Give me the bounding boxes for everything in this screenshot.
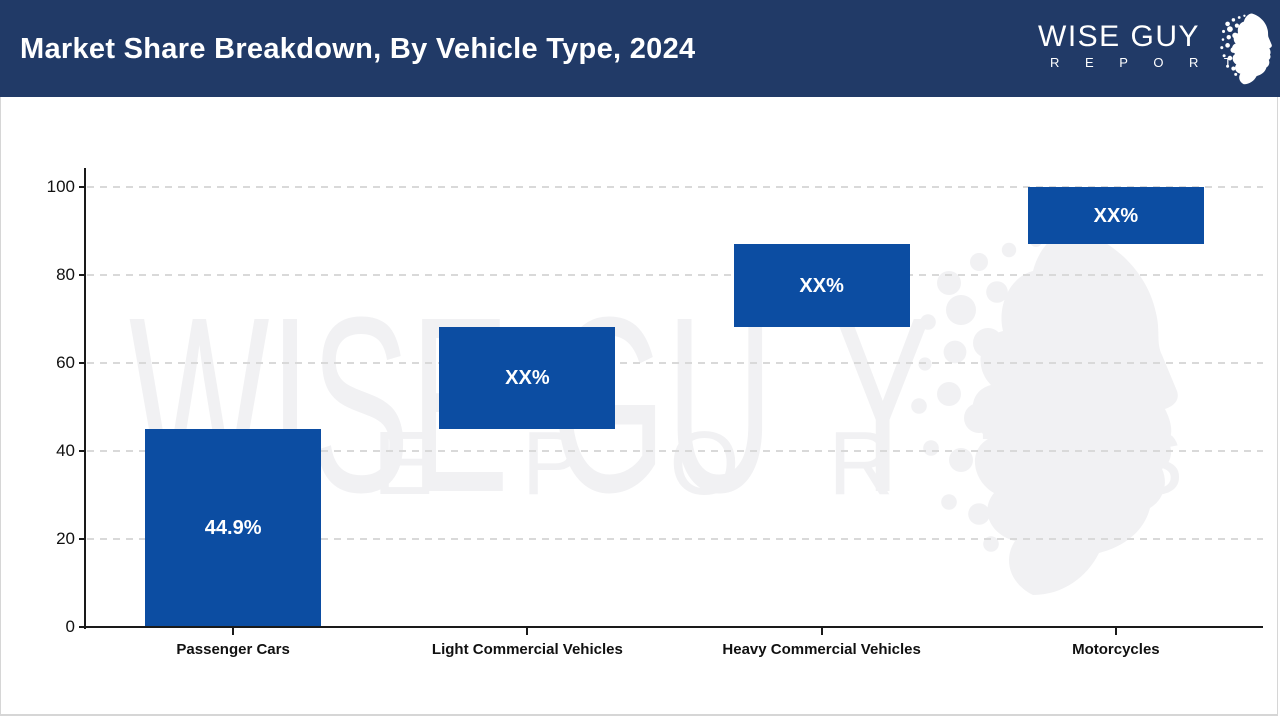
x-category-label: Motorcycles [1072, 641, 1160, 658]
bar-value-label: XX% [1093, 204, 1139, 227]
header-banner: Market Share Breakdown, By Vehicle Type,… [0, 0, 1280, 97]
bar-motorcycles [1027, 187, 1204, 245]
gridline-20 [87, 538, 1263, 540]
bar-value-label: XX% [505, 367, 550, 390]
bar-value-label: XX% [799, 274, 844, 297]
x-tick-1 [526, 628, 529, 635]
logo-head-icon [1220, 13, 1272, 85]
y-tick-20 [79, 538, 86, 540]
y-tick-100 [79, 186, 86, 188]
y-axis-line [84, 168, 86, 629]
logo-wordmark: WISE GUY [1038, 20, 1201, 53]
y-tick-40 [79, 450, 86, 452]
bar-passenger-cars [145, 429, 322, 627]
y-tick-label-80: 80 [56, 265, 75, 284]
bar-value-label: 44.9% [204, 517, 262, 540]
chart-canvas: WISE GU Y R E P O R T S 0 20 40 60 80 100 44.9%… [0, 97, 1278, 716]
x-category-label: Light Commercial Vehicles [431, 641, 623, 658]
y-tick-label-20: 20 [56, 529, 75, 548]
y-tick-label-100: 100 [46, 177, 75, 196]
gridline-100 [87, 186, 1263, 188]
bar-heavy-commercial-vehicles [733, 244, 910, 327]
y-tick-label-40: 40 [56, 441, 75, 460]
x-axis-line [84, 626, 1263, 628]
x-tick-3 [1114, 628, 1117, 635]
y-tick-label-0: 0 [65, 617, 75, 636]
x-category-label: Passenger Cars [176, 641, 290, 658]
wise-guy-logo: WISE GUY R E P O R T S [1010, 10, 1272, 92]
gridline-80 [87, 274, 1263, 276]
bar-light-commercial-vehicles [439, 326, 616, 430]
gridline-40 [87, 450, 1263, 452]
logo-subtitle: R E P O R T S [1050, 55, 1277, 70]
y-tick-60 [79, 362, 86, 364]
y-tick-0 [79, 626, 86, 628]
y-tick-label-60: 60 [56, 353, 75, 372]
x-category-label: Heavy Commercial Vehicles [722, 641, 921, 658]
x-tick-2 [820, 628, 823, 635]
gridline-60 [87, 362, 1263, 364]
chart-title: Market Share Breakdown, By Vehicle Type,… [20, 33, 696, 65]
y-tick-80 [79, 274, 86, 276]
x-tick-0 [232, 628, 235, 635]
watermark-head-icon [911, 229, 1178, 595]
